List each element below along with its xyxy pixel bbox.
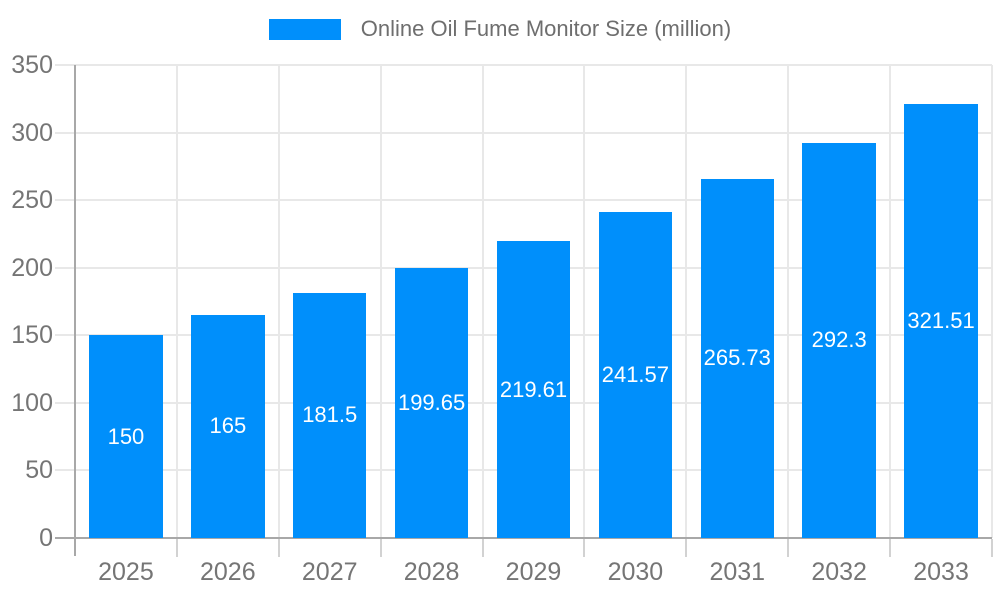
- x-axis-tick-label: 2030: [607, 558, 664, 586]
- bar[interactable]: 165: [191, 315, 265, 538]
- bar-value-label: 321.51: [907, 307, 975, 333]
- bar-value-label: 292.3: [811, 327, 867, 353]
- chart-legend[interactable]: Online Oil Fume Monitor Size (million): [0, 16, 1000, 42]
- bar-value-label: 150: [107, 423, 145, 449]
- y-axis-tick-label: 350: [11, 51, 53, 79]
- y-axis-tick-label: 250: [11, 186, 53, 215]
- x-axis-tick-label: 2029: [505, 558, 562, 586]
- y-gridline: [55, 64, 992, 66]
- x-axis-tick: [583, 539, 586, 557]
- x-axis-tick: [889, 539, 892, 557]
- x-axis-tick: [175, 539, 178, 557]
- bar-value-label: 181.5: [302, 402, 358, 428]
- x-gridline: [481, 65, 484, 538]
- x-gridline: [787, 65, 790, 538]
- x-axis-tick: [685, 539, 688, 557]
- x-gridline: [583, 65, 586, 538]
- y-axis-tick-label: 0: [39, 524, 53, 552]
- y-gridline: [55, 199, 992, 202]
- bar[interactable]: 321.51: [904, 103, 978, 538]
- bar[interactable]: 181.5: [292, 292, 367, 538]
- x-gridline: [175, 65, 178, 538]
- x-gridline: [277, 65, 280, 538]
- bar[interactable]: 219.61: [496, 241, 571, 538]
- x-axis-tick-label: 2025: [98, 558, 154, 586]
- x-gridline: [685, 65, 688, 538]
- x-axis-tick: [991, 539, 993, 557]
- legend-swatch-icon: [268, 18, 341, 40]
- y-axis-tick-label: 200: [11, 253, 53, 282]
- bar-value-label: 241.57: [601, 361, 670, 387]
- bar-value-label: 199.65: [397, 390, 466, 416]
- bar[interactable]: 265.73: [700, 178, 775, 538]
- y-axis-tick-label: 100: [11, 388, 53, 417]
- bar[interactable]: 292.3: [802, 142, 876, 538]
- x-gridline: [889, 65, 892, 538]
- x-axis-tick: [277, 539, 280, 557]
- x-axis-tick-label: 2027: [301, 558, 358, 586]
- y-axis-tick-label: 300: [11, 118, 53, 147]
- y-axis-tick-label: 150: [11, 321, 53, 350]
- x-axis-tick-label: 2031: [709, 558, 766, 586]
- x-axis-tick-label: 2033: [913, 558, 969, 586]
- bar-value-label: 165: [209, 413, 247, 439]
- bar[interactable]: 150: [89, 335, 163, 538]
- y-gridline: [55, 131, 992, 134]
- bar-value-label: 219.61: [499, 376, 568, 402]
- x-axis-tick-label: 2032: [811, 558, 867, 586]
- bar[interactable]: 241.57: [598, 211, 673, 538]
- x-gridline: [991, 65, 993, 538]
- x-axis-tick: [787, 539, 790, 557]
- bar[interactable]: 199.65: [394, 268, 469, 538]
- x-axis-line: [55, 537, 992, 539]
- legend-label: Online Oil Fume Monitor Size (million): [360, 16, 732, 41]
- y-axis-line: [74, 65, 76, 556]
- bar-value-label: 265.73: [703, 345, 771, 371]
- x-axis-tick-label: 2026: [200, 558, 256, 586]
- x-axis-tick: [379, 539, 382, 557]
- y-axis-tick-label: 50: [25, 456, 53, 485]
- x-axis-tick: [481, 539, 484, 557]
- x-gridline: [379, 65, 382, 538]
- x-axis-tick-label: 2028: [403, 558, 460, 586]
